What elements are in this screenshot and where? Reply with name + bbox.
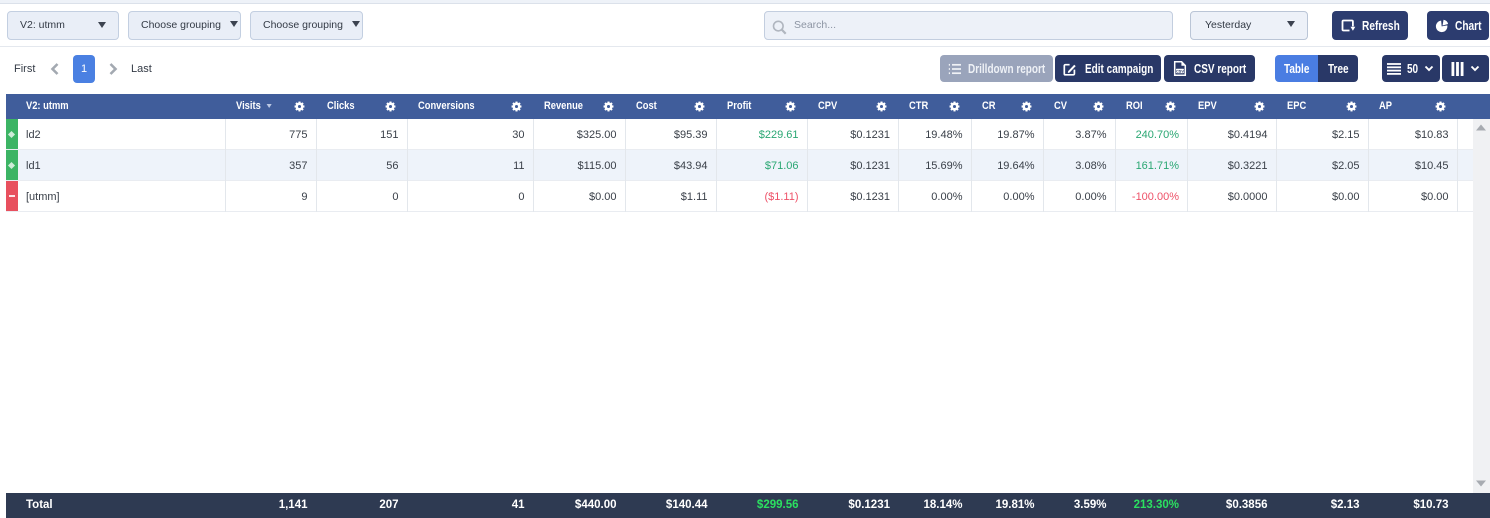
svg-text:CSV: CSV [1176,68,1184,73]
